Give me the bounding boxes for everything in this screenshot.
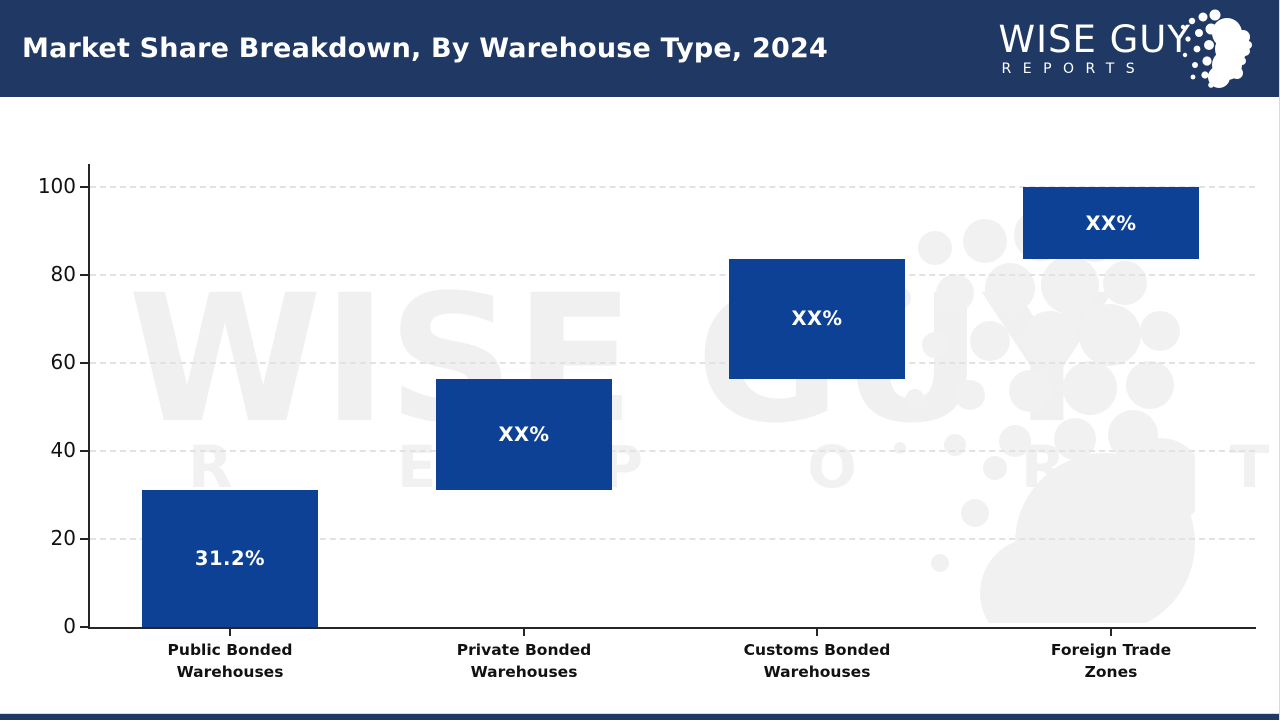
bar-value-label: XX% xyxy=(791,307,843,331)
category-label: Public Bonded Warehouses xyxy=(167,641,293,681)
gridline xyxy=(90,274,1255,276)
y-tick-label: 100 xyxy=(37,174,76,198)
y-tick-label: 40 xyxy=(50,438,76,462)
y-tick-mark xyxy=(80,626,89,628)
y-axis-line xyxy=(88,164,90,629)
gridline xyxy=(90,186,1255,188)
category-label: Customs Bonded Warehouses xyxy=(743,641,891,681)
page-title: Market Share Breakdown, By Warehouse Typ… xyxy=(22,33,828,64)
brand-head-icon xyxy=(1180,9,1252,88)
gridline xyxy=(90,538,1255,540)
footer-bar xyxy=(0,713,1279,720)
brand-subtitle: REPORTS xyxy=(1001,61,1147,77)
y-tick-mark xyxy=(80,186,89,188)
bar-value-label: XX% xyxy=(1085,211,1137,235)
x-tick-mark xyxy=(816,629,818,636)
brand-name: WISE GUY xyxy=(998,18,1191,61)
x-axis-line xyxy=(88,627,1256,629)
bar: XX% xyxy=(1023,187,1199,260)
brand-logo-text: WISE GUY REPORTS xyxy=(999,21,1191,76)
y-tick-mark xyxy=(80,362,89,364)
x-tick-mark xyxy=(1110,629,1112,636)
bar: XX% xyxy=(729,259,905,379)
brand-logo: WISE GUY REPORTS xyxy=(999,7,1253,91)
y-tick-mark xyxy=(80,274,89,276)
bar-value-label: XX% xyxy=(498,422,550,446)
category-label: Foreign Trade Zones xyxy=(1050,641,1172,681)
category-label: Private Bonded Warehouses xyxy=(456,641,592,681)
y-tick-label: 80 xyxy=(50,262,76,286)
x-tick-mark xyxy=(523,629,525,636)
y-tick-mark xyxy=(80,450,89,452)
y-tick-label: 0 xyxy=(63,614,76,638)
gridline xyxy=(90,362,1255,364)
x-tick-mark xyxy=(229,629,231,636)
bar-value-label: 31.2% xyxy=(194,546,266,570)
gridline xyxy=(90,450,1255,452)
y-tick-label: 20 xyxy=(50,526,76,550)
y-tick-label: 60 xyxy=(50,350,76,374)
bar: XX% xyxy=(436,378,612,490)
y-tick-mark xyxy=(80,538,89,540)
header-bar: Market Share Breakdown, By Warehouse Typ… xyxy=(0,0,1279,97)
bar: 31.2% xyxy=(142,489,318,627)
